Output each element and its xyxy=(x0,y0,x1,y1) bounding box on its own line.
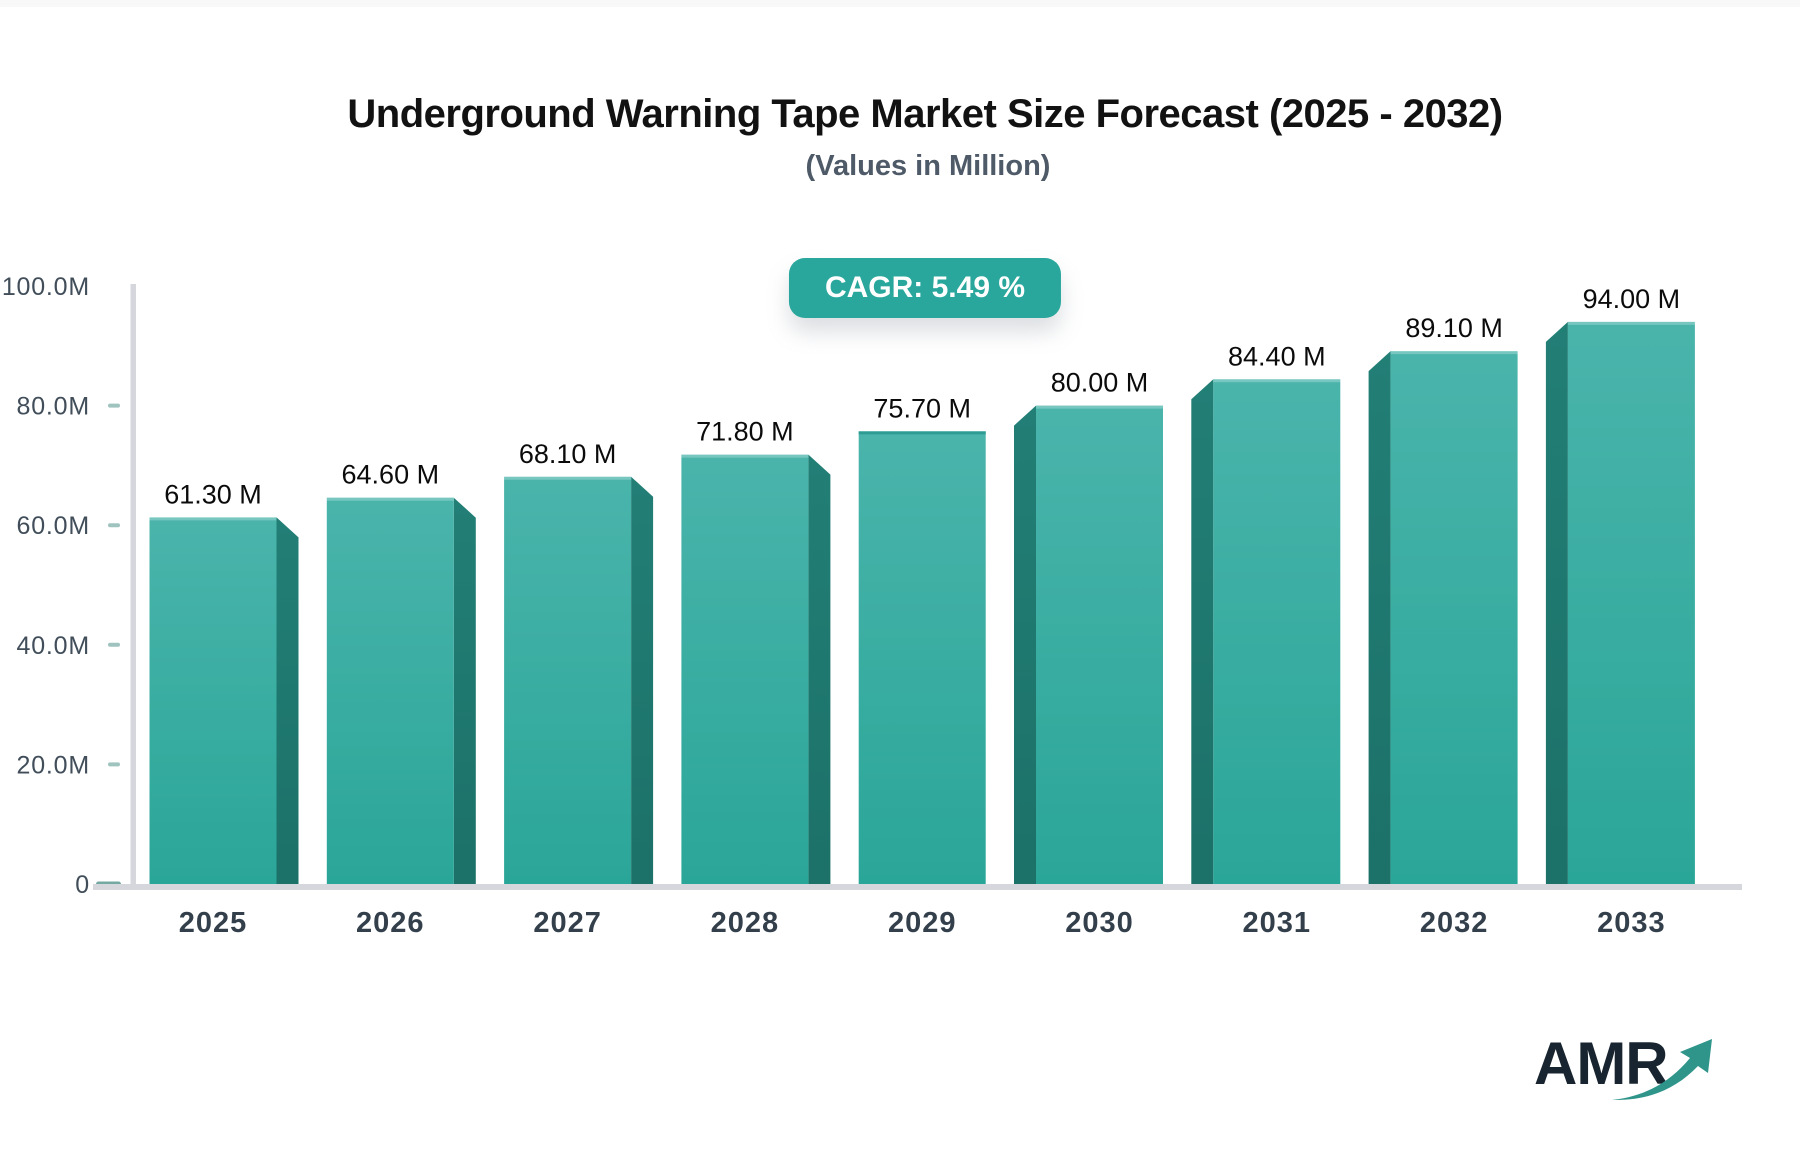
bar-value-label: 71.80 M xyxy=(696,417,794,447)
y-axis-label: 60.0M xyxy=(17,512,90,540)
x-axis-label: 2032 xyxy=(1420,907,1489,939)
bar-2027 xyxy=(504,476,632,884)
bar-side-2026 xyxy=(453,497,476,884)
y-axis-tick xyxy=(108,403,120,408)
bar-2026 xyxy=(326,497,454,884)
x-axis-label: 2030 xyxy=(1065,907,1134,939)
bar-side-2027 xyxy=(631,476,654,884)
y-axis-label: 80.0M xyxy=(17,393,90,421)
bar-side-2025 xyxy=(276,517,299,884)
chart-subtitle: (Values in Million) xyxy=(805,150,1051,182)
amr-logo: AMR xyxy=(1534,1034,1734,1114)
bar-value-label: 80.00 M xyxy=(1051,368,1149,398)
y-axis-tick xyxy=(108,523,120,528)
bar-2033 xyxy=(1567,321,1695,884)
x-axis-label: 2029 xyxy=(888,907,957,939)
x-axis-label: 2025 xyxy=(179,907,248,939)
y-axis-tick xyxy=(108,762,120,767)
x-axis-label: 2026 xyxy=(356,907,425,939)
bar-2025 xyxy=(149,517,277,884)
x-axis-label: 2031 xyxy=(1243,907,1312,939)
y-axis-tick xyxy=(108,642,120,647)
x-axis-label: 2033 xyxy=(1597,907,1666,939)
y-axis-line xyxy=(130,284,136,884)
x-axis-line xyxy=(93,884,1742,890)
cagr-badge-label: CAGR: 5.49 % xyxy=(824,271,1026,304)
y-axis-label: 100.0M xyxy=(2,273,90,301)
bar-value-label: 75.70 M xyxy=(873,393,971,423)
bar-value-label: 84.40 M xyxy=(1228,341,1326,371)
bar-2028 xyxy=(681,454,809,884)
amr-logo-text: AMR xyxy=(1534,1030,1669,1097)
bar-value-label: 89.10 M xyxy=(1405,313,1503,343)
y-axis-label: 20.0M xyxy=(17,751,90,779)
bar-2029 xyxy=(858,431,986,884)
bar-side-2032 xyxy=(1368,351,1391,884)
cagr-badge: CAGR: 5.49 % xyxy=(788,258,1062,318)
bar-2031 xyxy=(1213,379,1341,884)
chart-title: Underground Warning Tape Market Size For… xyxy=(347,92,1503,136)
bar-2032 xyxy=(1390,351,1518,884)
x-axis-label: 2028 xyxy=(711,907,780,939)
window-top-edge xyxy=(0,0,1800,7)
bar-2030 xyxy=(1036,405,1163,884)
bar-side-2028 xyxy=(808,454,831,884)
x-axis-label: 2027 xyxy=(533,907,602,939)
bar-value-label: 68.10 M xyxy=(519,439,617,469)
bar-value-label: 61.30 M xyxy=(164,479,262,509)
growth-arrow-icon xyxy=(1612,1039,1712,1101)
y-axis-label: 40.0M xyxy=(17,632,90,660)
bar-side-2030 xyxy=(1014,405,1036,884)
bar-value-label: 64.60 M xyxy=(342,460,440,490)
bar-side-2033 xyxy=(1545,321,1568,884)
bar-side-2031 xyxy=(1191,379,1214,884)
bar-value-label: 94.00 M xyxy=(1583,284,1681,314)
y-axis-label: 0 xyxy=(75,871,90,899)
